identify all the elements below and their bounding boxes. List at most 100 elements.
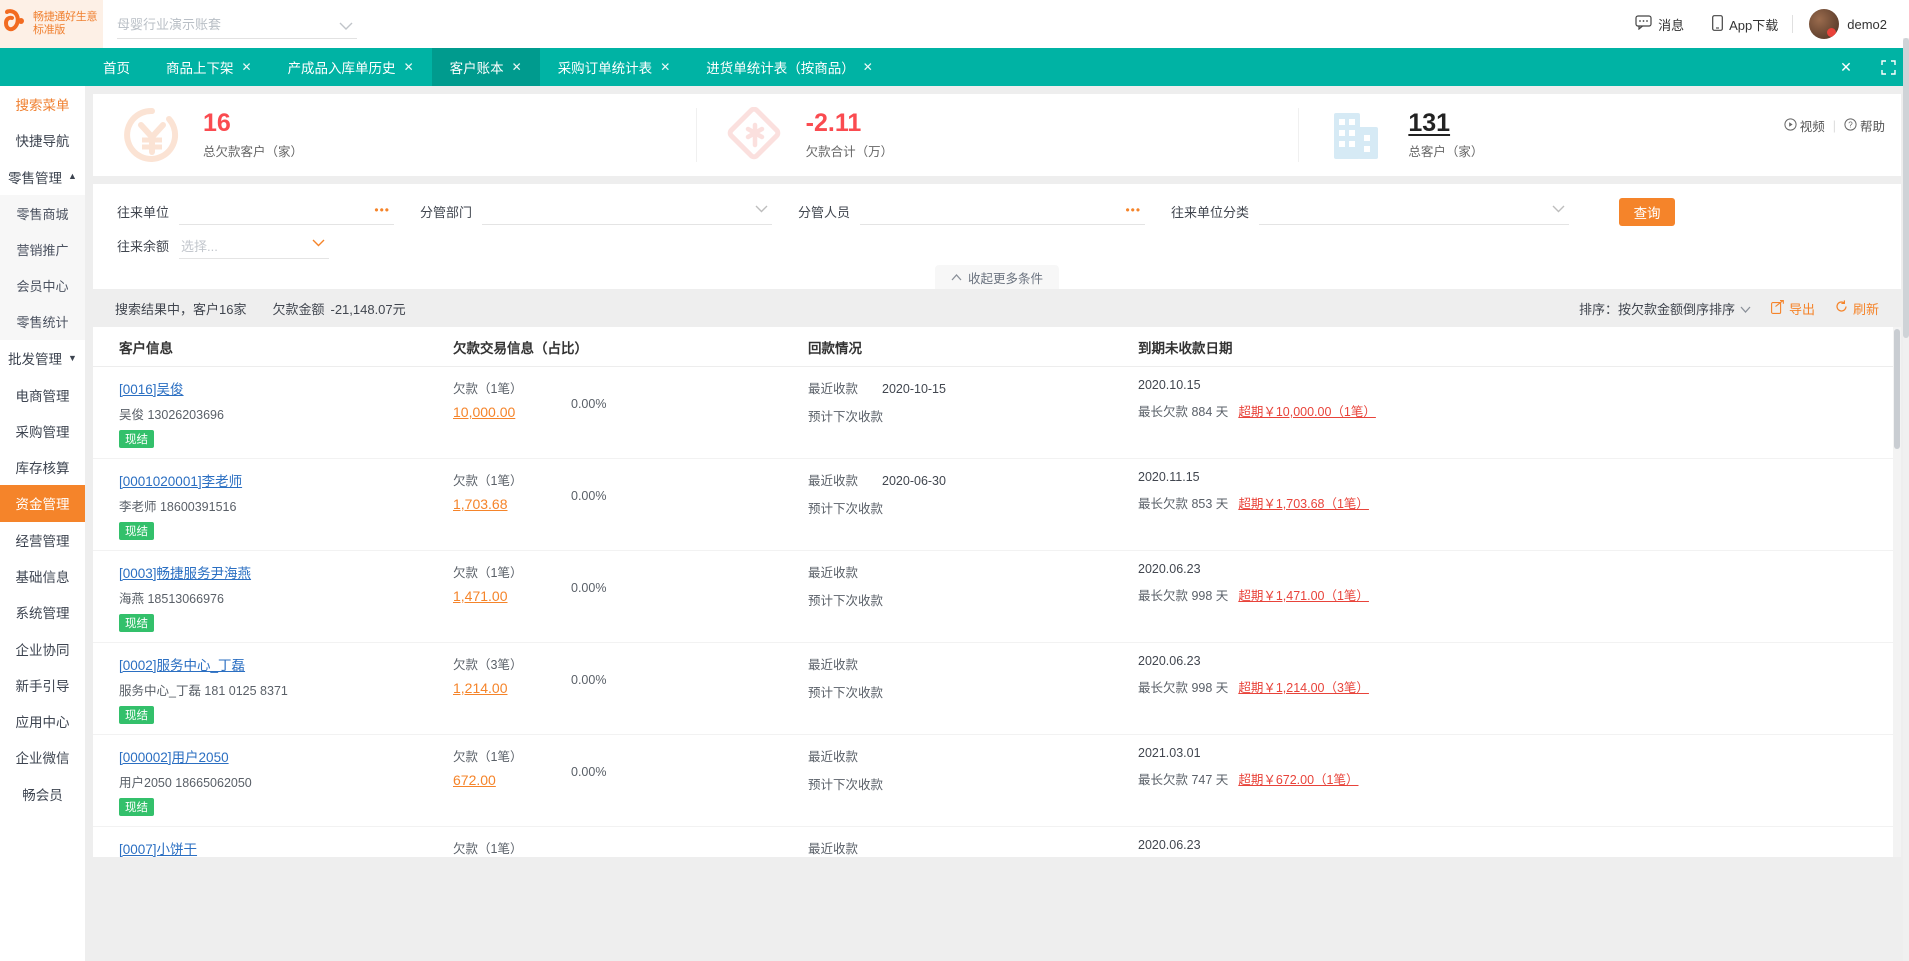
sidebar-item-6[interactable]: 零售统计 [0, 303, 85, 341]
sidebar-item-12[interactable]: 经营管理 [0, 522, 85, 558]
brand-logo-area[interactable]: 畅捷通好生意 标准版 [0, 0, 103, 48]
sidebar-item-1[interactable]: 快捷导航 [0, 122, 85, 158]
tab-close-icon[interactable]: ✕ [403, 60, 414, 74]
owe-amount-link[interactable]: 1,703.68 [453, 496, 508, 512]
tab-close-icon[interactable]: ✕ [511, 60, 522, 74]
customer-link[interactable]: [0003]畅捷服务尹海燕 [119, 566, 252, 581]
sidebar-item-7[interactable]: 批发管理 ▼ [0, 340, 85, 376]
tab-close-icon[interactable]: ✕ [660, 60, 671, 74]
sidebar-item-0[interactable]: 搜索菜单 [0, 86, 85, 122]
messages-button[interactable]: 消息 [1621, 15, 1698, 34]
sidebar-item-4[interactable]: 营销推广 [0, 231, 85, 268]
chevron-down-icon[interactable] [755, 202, 768, 216]
more-options-icon[interactable]: ••• [374, 203, 391, 217]
chevron-down-icon[interactable] [312, 236, 325, 250]
refresh-button[interactable]: 刷新 [1835, 299, 1879, 318]
filter-field-row1-1: 分管部门 [420, 198, 773, 225]
tab-1[interactable]: 商品上下架 ✕ [148, 48, 270, 86]
customer-info-cell: [0016]吴俊 吴俊 13026203696 现结 [93, 378, 453, 448]
account-select-value: 母婴行业演示账套 [117, 17, 222, 32]
tab-5[interactable]: 进货单统计表（按商品） ✕ [688, 48, 891, 86]
sidebar-item-3[interactable]: 零售商城 [0, 194, 85, 232]
sidebar-item-15[interactable]: 企业协同 [0, 630, 85, 666]
query-button[interactable]: 查询 [1619, 198, 1676, 226]
owe-count-label: 欠款（1笔） [453, 566, 523, 580]
table-scrollbar[interactable] [1893, 327, 1901, 857]
owe-percent: 0.00% [571, 581, 607, 595]
stat-card-total-debt-amount: -2.11 欠款合计（万） [695, 94, 1299, 176]
tab-3[interactable]: 客户账本 ✕ [431, 48, 540, 86]
sidebar-item-16[interactable]: 新手引导 [0, 667, 85, 703]
export-button[interactable]: 导出 [1771, 299, 1815, 318]
tab-0[interactable]: 首页 [85, 48, 148, 86]
stat-cards: 16 总欠款客户（家） -2.11 欠款合计（万） [93, 94, 1901, 176]
collapse-more-conditions-button[interactable]: 收起更多条件 [934, 265, 1059, 289]
video-link[interactable]: 视频 [1784, 116, 1825, 135]
sidebar-item-8[interactable]: 电商管理 [0, 376, 85, 412]
sidebar-item-10[interactable]: 库存核算 [0, 449, 85, 485]
sidebar-item-label: 应用中心 [15, 715, 70, 731]
filter-input[interactable]: ••• [179, 198, 395, 225]
sidebar-item-14[interactable]: 系统管理 [0, 594, 85, 630]
table-scrollbar-thumb[interactable] [1894, 329, 1900, 449]
filter-input[interactable] [482, 198, 773, 225]
page-scrollbar[interactable] [1903, 38, 1909, 961]
customer-link[interactable]: [0002]服务中心_丁磊 [119, 658, 246, 673]
customer-link[interactable]: [0016]吴俊 [119, 382, 184, 397]
due-date: 2020.11.15 [1138, 470, 1200, 484]
sidebar-item-17[interactable]: 应用中心 [0, 703, 85, 739]
brand-name-line2: 标准版 [33, 24, 66, 36]
customer-link[interactable]: [0001020001]李老师 [119, 474, 243, 489]
tab-close-icon[interactable]: ✕ [862, 60, 873, 74]
account-select[interactable]: 母婴行业演示账套 [117, 9, 357, 39]
close-all-tabs-button[interactable]: ✕ [1840, 58, 1852, 75]
more-options-icon[interactable]: ••• [1125, 203, 1142, 217]
sidebar-item-19[interactable]: 畅会员 [0, 776, 85, 812]
sidebar-item-label: 基础信息 [15, 570, 70, 585]
debt-info-cell: 欠款（1笔） 672.00 0.00% [453, 746, 808, 816]
app-download-label: App下载 [1729, 17, 1779, 33]
overdue-link[interactable]: 超期￥1,703.68（1笔） [1238, 497, 1369, 511]
table-row[interactable]: [0001020001]李老师 李老师 18600391516 现结 欠款（1笔） 1,… [93, 459, 1901, 551]
sidebar-item-2[interactable]: 零售管理 ▲ [0, 159, 85, 195]
tab-4[interactable]: 采购订单统计表 ✕ [540, 48, 689, 86]
owe-amount-link[interactable]: 672.00 [453, 772, 496, 788]
fullscreen-button[interactable] [1867, 48, 1909, 86]
tab-2[interactable]: 产成品入库单历史 ✕ [270, 48, 432, 86]
page-scrollbar-thumb[interactable] [1903, 38, 1909, 338]
table-row[interactable]: [0003]畅捷服务尹海燕 海燕 18513066976 现结 欠款（1笔） 1,471… [93, 551, 1901, 643]
app-download-button[interactable]: App下载 [1698, 14, 1792, 34]
overdue-link[interactable]: 超期￥10,000.00（1笔） [1238, 405, 1376, 419]
sidebar-item-18[interactable]: 企业微信 [0, 739, 85, 775]
owe-percent: 0.00% [571, 489, 607, 503]
filter-input[interactable]: ••• [860, 198, 1146, 225]
tab-close-icon[interactable]: ✕ [241, 60, 252, 74]
repayment-cell: 最近收款预计下次收款 [808, 746, 1138, 816]
table-row[interactable]: [000002]用户2050 用户2050 18665062050 现结 欠款（1笔）… [93, 735, 1901, 827]
sidebar-item-5[interactable]: 会员中心 [0, 267, 85, 304]
filter-input[interactable]: 选择... [179, 232, 330, 259]
overdue-link[interactable]: 超期￥1,471.00（1笔） [1238, 589, 1369, 603]
owe-count-label: 欠款（1笔） [453, 474, 523, 488]
user-menu[interactable]: demo2 [1793, 9, 1887, 39]
overdue-link[interactable]: 超期￥672.00（1笔） [1238, 773, 1359, 787]
customer-link[interactable]: [000002]用户2050 [119, 750, 229, 765]
table-row[interactable]: [0016]吴俊 吴俊 13026203696 现结 欠款（1笔） 10,000.00 0… [93, 367, 1901, 459]
customer-link[interactable]: [0007]小饼干 [119, 842, 198, 857]
sidebar-item-9[interactable]: 采购管理 [0, 413, 85, 449]
table-row[interactable]: [0007]小饼干小饼干 18279152100现结欠款（1笔）652.000.… [93, 827, 1901, 857]
sidebar-item-13[interactable]: 基础信息 [0, 558, 85, 594]
filter-field-row1-2: 分管人员 ••• [798, 198, 1146, 225]
owe-amount-link[interactable]: 10,000.00 [453, 404, 516, 420]
owe-amount-link[interactable]: 1,471.00 [453, 588, 508, 604]
sort-dropdown[interactable]: 排序：按欠款金额倒序排序 [1579, 299, 1751, 318]
chevron-down-icon[interactable] [1552, 202, 1565, 216]
stat-label: 欠款合计（万） [805, 144, 894, 159]
overdue-link[interactable]: 超期￥1,214.00（3笔） [1238, 681, 1369, 695]
owe-amount-link[interactable]: 1,214.00 [453, 680, 508, 696]
sidebar-item-11[interactable]: 资金管理 [0, 485, 85, 522]
help-link[interactable]: ? 帮助 [1844, 116, 1885, 135]
filter-input[interactable] [1259, 198, 1570, 225]
table-row[interactable]: [0002]服务中心_丁磊 服务中心_丁磊 181 0125 8371 现结 欠款（3… [93, 643, 1901, 735]
